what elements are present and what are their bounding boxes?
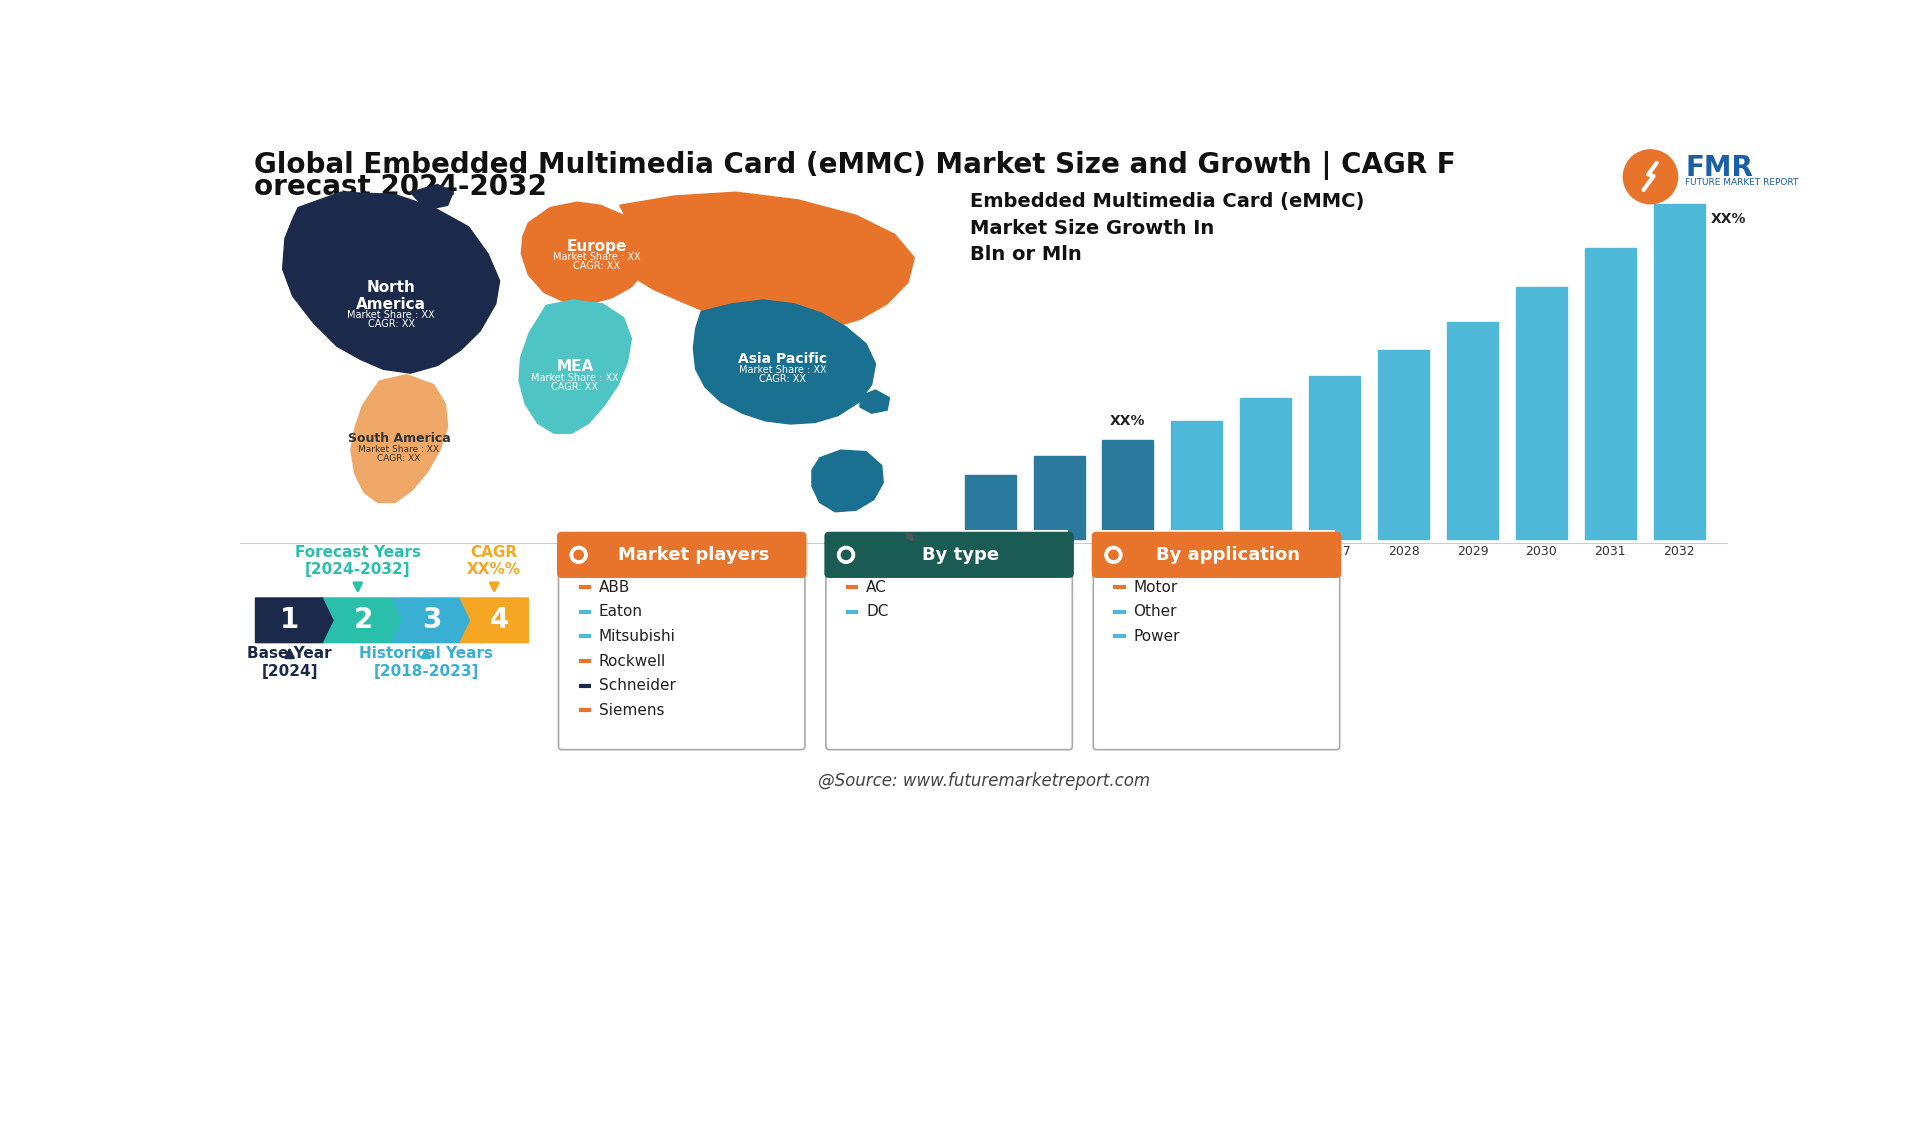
Text: Eaton: Eaton (599, 604, 643, 619)
Polygon shape (255, 598, 334, 643)
Polygon shape (282, 193, 499, 374)
Text: CAGR: XX: CAGR: XX (572, 261, 620, 272)
Bar (1448, 322, 1498, 539)
Text: Motor: Motor (1133, 580, 1177, 595)
Bar (1379, 351, 1428, 539)
Text: AC: AC (866, 580, 887, 595)
Text: DC: DC (866, 604, 889, 619)
Text: CAGR: XX: CAGR: XX (758, 375, 806, 384)
Bar (964, 474, 1016, 539)
Text: XX%: XX% (1110, 414, 1146, 429)
Text: 2028: 2028 (1388, 544, 1419, 558)
Circle shape (570, 547, 588, 564)
Text: CAGR: XX: CAGR: XX (551, 382, 599, 392)
Text: Schneider: Schneider (599, 678, 676, 693)
Text: Historical Years
[2018-2023]: Historical Years [2018-2023] (359, 646, 493, 678)
Text: North
America: North America (355, 280, 426, 313)
Text: Other: Other (1133, 604, 1177, 619)
Circle shape (1624, 150, 1678, 204)
Text: Europe: Europe (566, 238, 626, 253)
Text: Forecast Years
[2024-2032]: Forecast Years [2024-2032] (296, 544, 420, 578)
Polygon shape (461, 598, 528, 643)
Text: 2030: 2030 (1526, 544, 1557, 558)
Text: MEA: MEA (557, 360, 593, 375)
FancyBboxPatch shape (1092, 571, 1340, 749)
Text: By application: By application (1156, 545, 1300, 564)
Bar (1033, 456, 1085, 539)
Polygon shape (411, 185, 453, 210)
FancyBboxPatch shape (824, 532, 1073, 578)
Bar (1517, 286, 1567, 539)
Bar (1171, 421, 1223, 539)
Text: 2025: 2025 (1181, 544, 1213, 558)
Circle shape (841, 550, 851, 559)
Polygon shape (518, 300, 632, 433)
Text: Embedded Multimedia Card (eMMC)
Market Size Growth In
Bln or Mln: Embedded Multimedia Card (eMMC) Market S… (970, 193, 1365, 265)
Text: 2022: 2022 (973, 544, 1006, 558)
Text: 2: 2 (353, 606, 372, 634)
Text: Market Share : XX: Market Share : XX (359, 446, 440, 455)
Text: South America: South America (348, 432, 451, 445)
Bar (1309, 376, 1359, 539)
Polygon shape (620, 193, 914, 333)
Bar (831, 531, 1068, 575)
Text: 2026: 2026 (1250, 544, 1281, 558)
Text: Power: Power (1133, 629, 1181, 644)
FancyBboxPatch shape (557, 532, 806, 578)
Text: Siemens: Siemens (599, 702, 664, 717)
FancyBboxPatch shape (1092, 532, 1342, 578)
Text: 2024: 2024 (1112, 544, 1144, 558)
Text: By type: By type (922, 545, 998, 564)
Text: 2031: 2031 (1594, 544, 1626, 558)
Bar (1653, 204, 1705, 539)
Text: 2023: 2023 (1043, 544, 1075, 558)
Text: CAGR: XX: CAGR: XX (376, 454, 420, 463)
Polygon shape (860, 390, 889, 414)
Text: 1: 1 (280, 606, 300, 634)
FancyBboxPatch shape (559, 571, 804, 749)
Polygon shape (522, 202, 651, 304)
Text: Rockwell: Rockwell (599, 653, 666, 668)
Text: CAGR
XX%%: CAGR XX%% (467, 544, 520, 578)
Polygon shape (693, 300, 876, 424)
Text: Global Embedded Multimedia Card (eMMC) Market Size and Growth | CAGR F: Global Embedded Multimedia Card (eMMC) M… (253, 151, 1455, 180)
Bar (1098, 531, 1334, 575)
Text: 4: 4 (490, 606, 509, 634)
Circle shape (574, 550, 584, 559)
Text: Market Share : XX: Market Share : XX (348, 309, 436, 320)
Text: Base Year
[2024]: Base Year [2024] (248, 646, 332, 678)
Polygon shape (812, 450, 883, 512)
Polygon shape (392, 598, 470, 643)
Text: ABB: ABB (599, 580, 630, 595)
Polygon shape (351, 375, 447, 502)
Text: 2032: 2032 (1663, 544, 1695, 558)
Text: @Source: www.futuremarketreport.com: @Source: www.futuremarketreport.com (818, 772, 1150, 791)
Text: Market Share : XX: Market Share : XX (532, 372, 618, 383)
Text: FMR: FMR (1686, 154, 1753, 181)
Text: 3: 3 (422, 606, 442, 634)
Text: Market players: Market players (618, 545, 770, 564)
Text: Asia Pacific: Asia Pacific (737, 352, 828, 367)
Text: 2027: 2027 (1319, 544, 1350, 558)
Text: Market Share : XX: Market Share : XX (739, 366, 826, 375)
Circle shape (1108, 550, 1117, 559)
Text: orecast 2024-2032: orecast 2024-2032 (253, 173, 547, 201)
Bar (1102, 440, 1154, 539)
Bar (563, 531, 801, 575)
Text: Market Share : XX: Market Share : XX (553, 252, 639, 262)
Circle shape (1104, 547, 1121, 564)
Circle shape (837, 547, 854, 564)
Text: FUTURE MARKET REPORT: FUTURE MARKET REPORT (1686, 179, 1799, 188)
Text: Mitsubishi: Mitsubishi (599, 629, 676, 644)
Bar (1240, 399, 1292, 539)
Text: 2029: 2029 (1457, 544, 1488, 558)
Text: XX%: XX% (1711, 212, 1747, 226)
Polygon shape (324, 598, 403, 643)
Bar (1584, 249, 1636, 539)
FancyBboxPatch shape (826, 571, 1073, 749)
Text: CAGR: XX: CAGR: XX (367, 319, 415, 329)
